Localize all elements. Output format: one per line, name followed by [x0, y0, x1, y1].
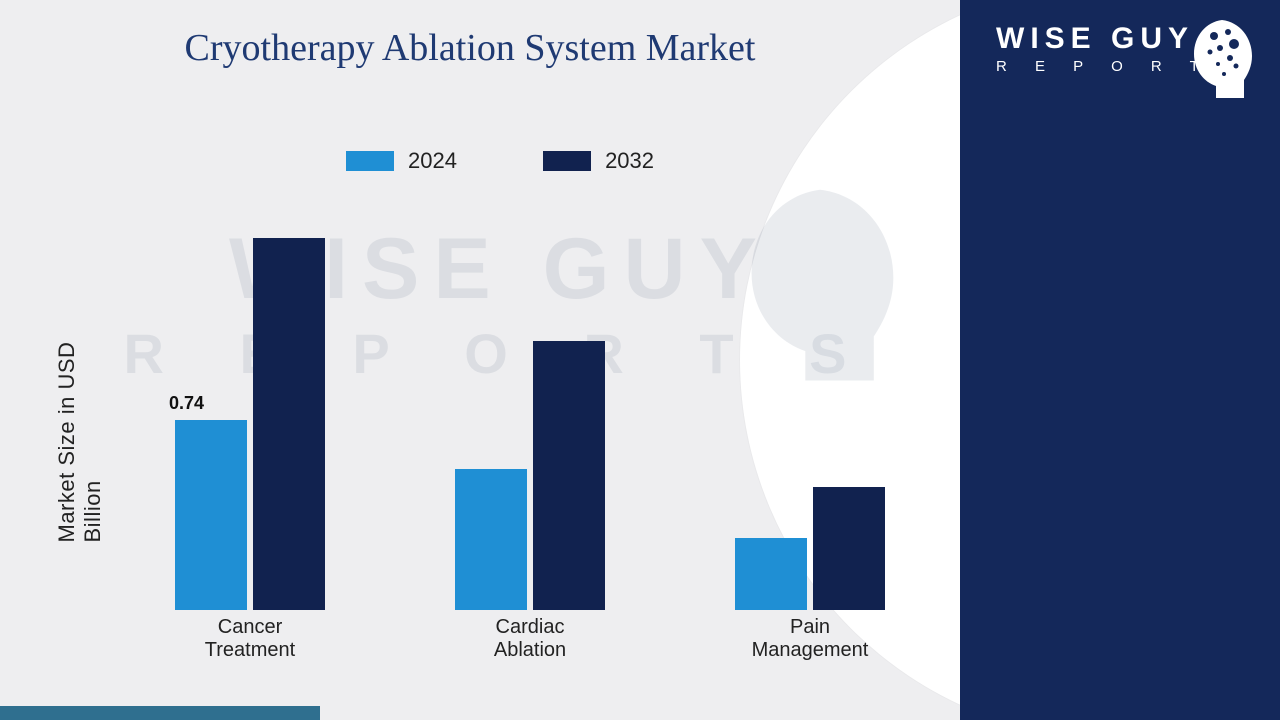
stage: Cryotherapy Ablation System Market WISE …	[0, 0, 1280, 720]
bar-group: 0.74CancerTreatment	[175, 200, 325, 610]
bar-2024	[455, 469, 527, 610]
legend: 2024 2032	[50, 148, 950, 177]
bar-group: PainManagement	[735, 200, 885, 610]
bar-2024	[735, 538, 807, 610]
bar-2024	[175, 420, 247, 610]
x-axis-label: CancerTreatment	[135, 616, 365, 662]
y-axis-label: Market Size in USD Billion	[54, 288, 106, 543]
head-icon	[1182, 16, 1262, 106]
legend-label-2024: 2024	[408, 148, 457, 174]
bottom-stripe	[0, 706, 320, 720]
bar-group: CardiacAblation	[455, 200, 605, 610]
legend-label-2032: 2032	[605, 148, 654, 174]
bar-value-label: 0.74	[169, 393, 204, 414]
legend-item-2032: 2032	[543, 148, 654, 174]
x-axis-label: PainManagement	[695, 616, 925, 662]
bar-2032	[253, 238, 325, 610]
legend-swatch-2032	[543, 151, 591, 171]
plot-area: 0.74CancerTreatment CardiacAblation PainMa…	[120, 200, 940, 610]
brand-logo: WISE GUY R E P O R T S	[996, 22, 1256, 110]
chart: Market Size in USD Billion 2024 2032 0.7…	[50, 160, 950, 670]
x-axis-label: CardiacAblation	[415, 616, 645, 662]
chart-title: Cryotherapy Ablation System Market	[0, 26, 940, 70]
legend-item-2024: 2024	[346, 148, 457, 174]
bar-2032	[533, 341, 605, 610]
bar-2032	[813, 487, 885, 610]
legend-swatch-2024	[346, 151, 394, 171]
